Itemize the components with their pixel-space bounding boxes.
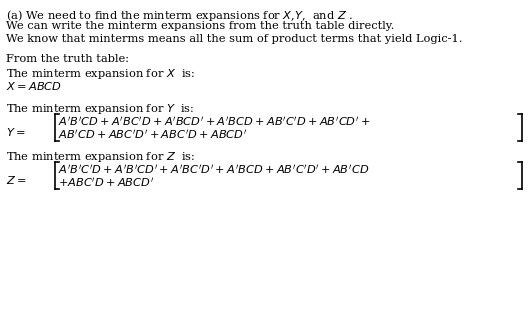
Text: We can write the minterm expansions from the truth table directly.: We can write the minterm expansions from… [6, 21, 394, 31]
Text: The minterm expansion for $\mathit{Y}$  is:: The minterm expansion for $\mathit{Y}$ i… [6, 102, 194, 116]
Text: $\mathit{X = ABCD}$: $\mathit{X = ABCD}$ [6, 80, 62, 92]
Text: $\mathit{+ABC'D + ABCD'}$: $\mathit{+ABC'D + ABCD'}$ [58, 176, 154, 189]
Text: $\mathit{Y} =$: $\mathit{Y} =$ [6, 126, 25, 138]
Text: From the truth table:: From the truth table: [6, 54, 129, 64]
Text: The minterm expansion for $\mathit{X}$  is:: The minterm expansion for $\mathit{X}$ i… [6, 67, 195, 81]
Text: $\mathit{A'B'CD + A'BC'D + A'BCD' + A'BCD + AB'C'D + AB'CD' +}$: $\mathit{A'B'CD + A'BC'D + A'BCD' + A'BC… [58, 115, 371, 128]
Text: (a) We need to find the minterm expansions for $\mathit{X}$,$\mathit{Y}$,  and $: (a) We need to find the minterm expansio… [6, 8, 353, 23]
Text: $\mathit{A'B'C'D + A'B'CD' + A'BC'D' + A'BCD + AB'C'D' + AB'CD}$: $\mathit{A'B'C'D + A'B'CD' + A'BC'D' + A… [58, 163, 369, 176]
Text: $\mathit{AB'CD + ABC'D' + ABC'D + ABCD'}$: $\mathit{AB'CD + ABC'D' + ABC'D + ABCD'}… [58, 128, 248, 141]
Text: $\mathit{Z} =$: $\mathit{Z} =$ [6, 174, 26, 186]
Text: We know that minterms means all the sum of product terms that yield Logic-1.: We know that minterms means all the sum … [6, 34, 463, 44]
Text: The minterm expansion for $\mathit{Z}$  is:: The minterm expansion for $\mathit{Z}$ i… [6, 150, 195, 164]
